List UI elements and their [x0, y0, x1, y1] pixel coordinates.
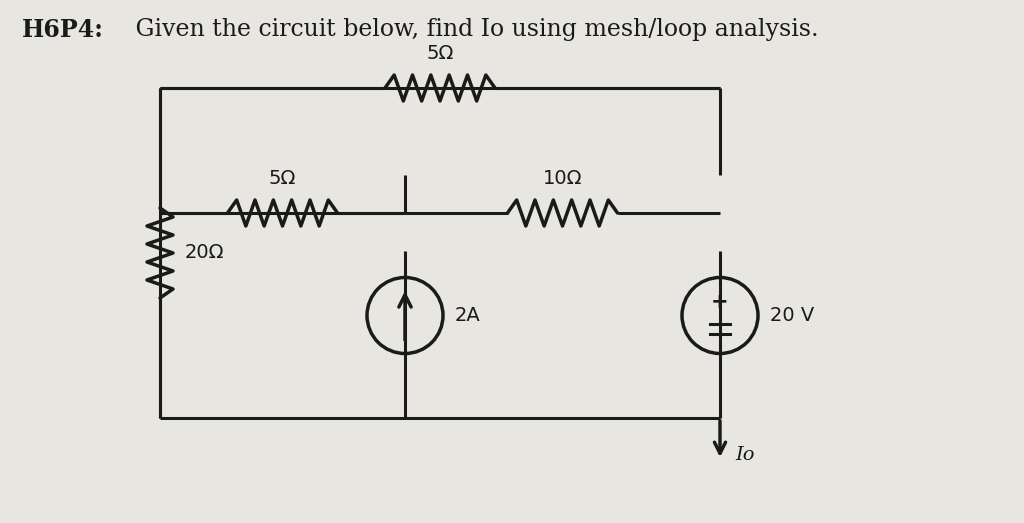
- Text: 2A: 2A: [455, 306, 480, 325]
- Text: H6P4:: H6P4:: [22, 18, 103, 42]
- Text: 5Ω: 5Ω: [426, 44, 454, 63]
- Text: 5Ω: 5Ω: [269, 169, 296, 188]
- Text: 20 V: 20 V: [770, 306, 814, 325]
- Text: 20Ω: 20Ω: [185, 244, 224, 263]
- Text: 10Ω: 10Ω: [543, 169, 583, 188]
- Text: Given the circuit below, find Io using mesh/loop analysis.: Given the circuit below, find Io using m…: [128, 18, 818, 41]
- Text: +: +: [712, 292, 729, 313]
- Text: Io: Io: [735, 446, 755, 464]
